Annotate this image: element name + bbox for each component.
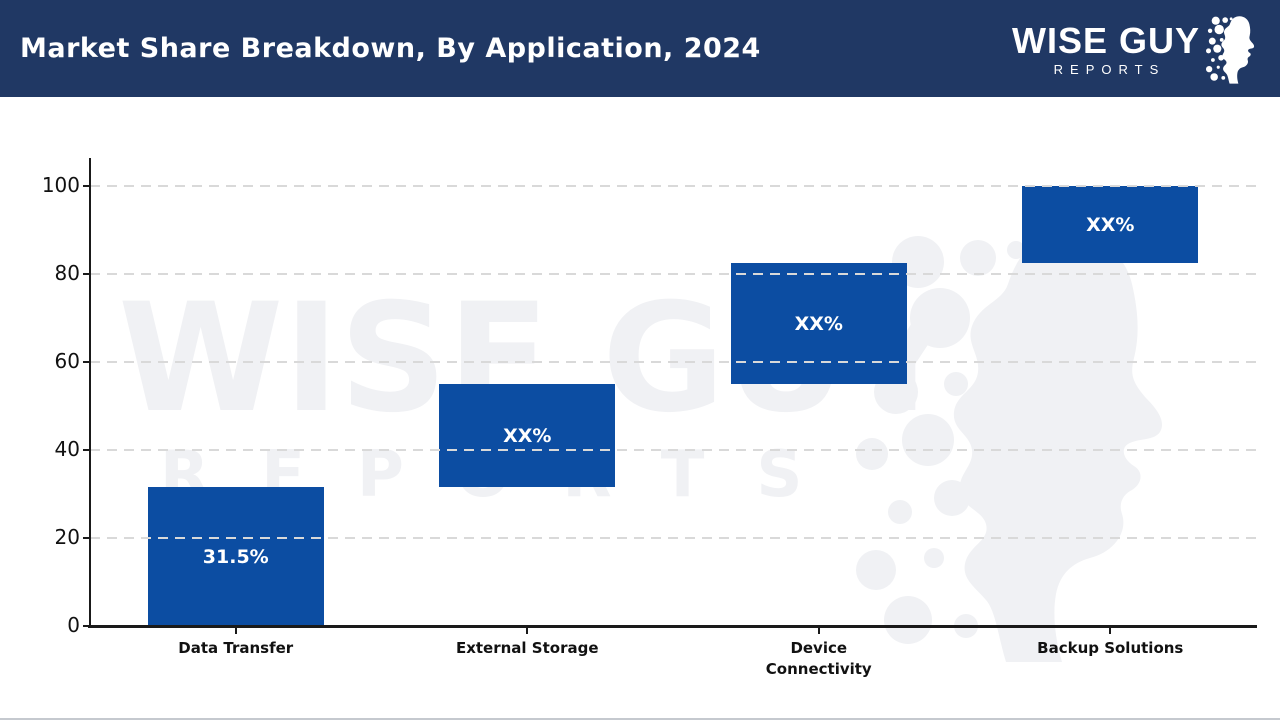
y-tick-label-40: 40 bbox=[54, 437, 80, 461]
page-title: Market Share Breakdown, By Application, … bbox=[20, 33, 761, 64]
gridline-80 bbox=[90, 273, 1256, 275]
logo-head-icon bbox=[1206, 16, 1255, 84]
wise-guy-reports-logo: WISE GUY REPORTS bbox=[1012, 6, 1272, 92]
bar-data-transfer bbox=[147, 487, 324, 626]
gridline-20 bbox=[90, 537, 1256, 539]
category-label: External Storage bbox=[455, 639, 599, 657]
bar-value-label: XX% bbox=[1086, 213, 1135, 236]
x-tick-mark bbox=[817, 626, 820, 634]
y-tick-label-0: 0 bbox=[67, 613, 80, 637]
bar-external-storage bbox=[439, 384, 616, 488]
x-tick-mark bbox=[1109, 626, 1112, 634]
y-tick-mark-100 bbox=[83, 185, 90, 187]
bar-value-label: XX% bbox=[503, 424, 552, 447]
logo-text-reports: REPORTS bbox=[1053, 61, 1166, 77]
y-tick-mark-80 bbox=[83, 273, 90, 275]
logo-text-wise-guy: WISE GUY bbox=[1011, 19, 1200, 61]
category-label: Data Transfer bbox=[178, 639, 294, 657]
y-tick-mark-60 bbox=[83, 361, 90, 363]
gridline-60 bbox=[90, 361, 1256, 363]
bar-value-label: XX% bbox=[794, 312, 843, 335]
y-tick-label-60: 60 bbox=[54, 349, 80, 373]
bottom-edge-line bbox=[0, 718, 1280, 720]
y-axis-line bbox=[89, 158, 91, 627]
y-tick-mark-20 bbox=[83, 537, 90, 539]
gridline-100 bbox=[90, 185, 1256, 187]
x-axis-line bbox=[88, 625, 1257, 628]
y-tick-label-100: 100 bbox=[41, 173, 80, 197]
x-tick-mark bbox=[234, 626, 237, 634]
y-tick-mark-0 bbox=[83, 625, 90, 627]
category-label: Backup Solutions bbox=[1037, 639, 1184, 657]
x-tick-mark bbox=[526, 626, 529, 634]
y-tick-mark-40 bbox=[83, 449, 90, 451]
bar-backup-solutions bbox=[1022, 186, 1199, 263]
y-tick-label-20: 20 bbox=[54, 525, 80, 549]
gridline-40 bbox=[90, 449, 1256, 451]
y-tick-label-80: 80 bbox=[54, 261, 80, 285]
bar-value-label: 31.5% bbox=[202, 545, 269, 568]
chart-header: Market Share Breakdown, By Application, … bbox=[0, 0, 1280, 97]
watermark-head-graphic bbox=[856, 233, 1163, 662]
bar-device-connectivity bbox=[730, 263, 907, 384]
category-label: Device Connectivity bbox=[765, 639, 872, 678]
